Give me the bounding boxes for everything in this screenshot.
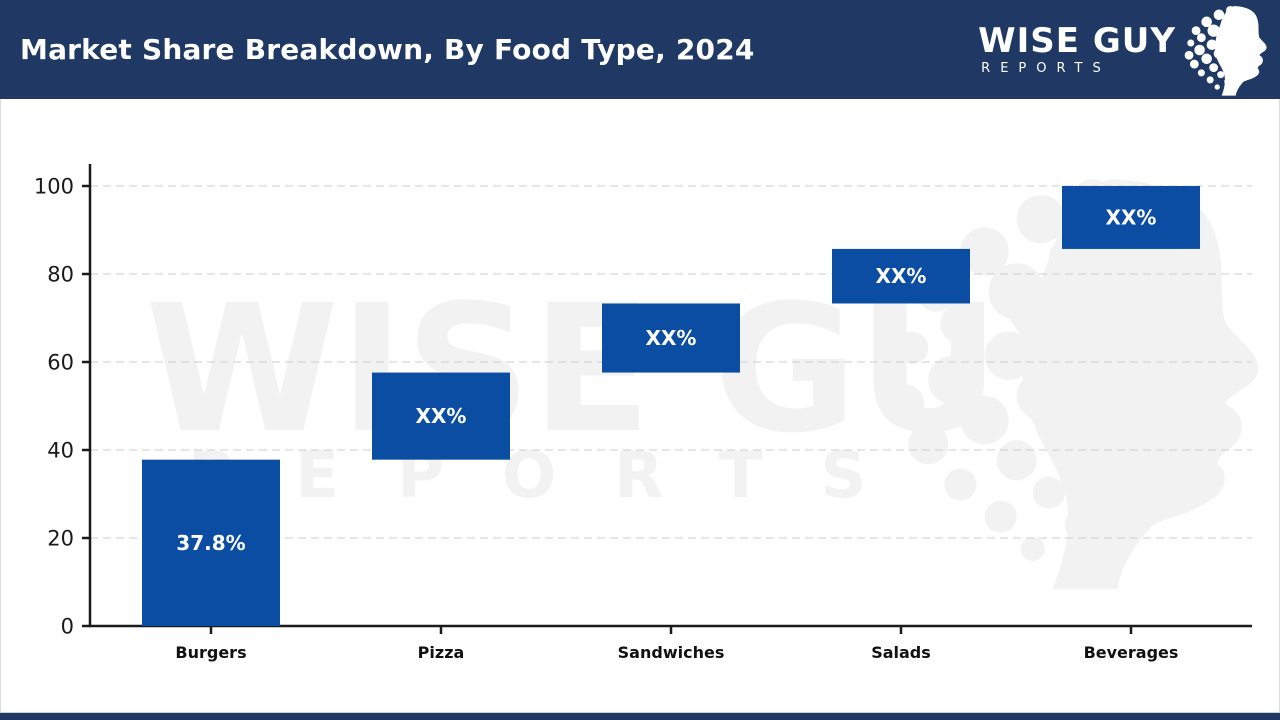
footer-bar <box>0 713 1280 720</box>
logo-wordmark: WISE GUY <box>978 21 1176 61</box>
header: Market Share Breakdown, By Food Type, 20… <box>0 0 1280 99</box>
logo-subtext: REPORTS <box>981 61 1111 76</box>
brand-logo: WISE GUY REPORTS <box>978 4 1270 96</box>
plot-background <box>0 99 1280 713</box>
chart-title: Market Share Breakdown, By Food Type, 20… <box>20 33 755 66</box>
logo-head-icon <box>1182 4 1270 96</box>
